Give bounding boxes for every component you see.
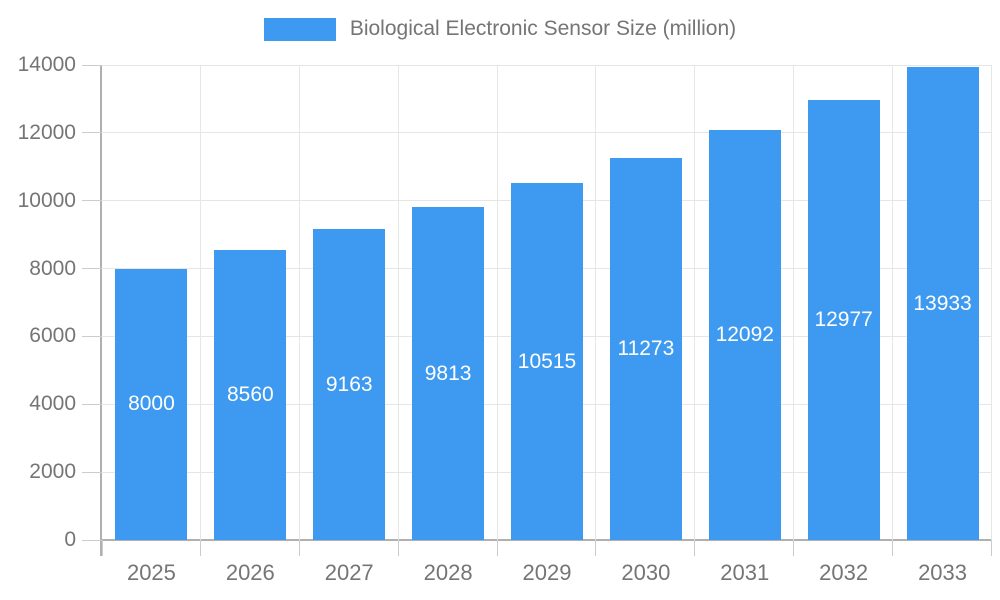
v-gridline (595, 65, 597, 540)
y-axis-tick (82, 335, 102, 337)
x-tick-label: 2032 (819, 560, 869, 585)
y-axis-tick (82, 268, 102, 270)
plot-area: 0 2000 4000 6000 8000 10000 12000 14000 8000 2025… (18, 53, 992, 585)
y-axis-tick (82, 471, 102, 473)
x-tick-label: 2031 (720, 560, 770, 585)
bar[interactable] (609, 157, 682, 540)
y-axis-tick (82, 64, 102, 66)
h-gridline (102, 132, 992, 134)
bar-value-label: 8560 (226, 382, 274, 406)
bar[interactable] (807, 99, 880, 540)
chart-legend: Biological Electronic Sensor Size (milli… (0, 16, 1000, 42)
y-axis-line (100, 65, 102, 556)
y-tick-label: 2000 (29, 460, 76, 484)
x-axis-tick (298, 540, 300, 556)
x-tick-label: 2026 (225, 560, 275, 585)
x-tick-label: 2029 (522, 560, 572, 585)
x-axis-tick (991, 540, 992, 556)
y-axis-tick (82, 403, 102, 405)
y-axis-tick (82, 200, 102, 202)
bar[interactable] (214, 249, 287, 540)
y-axis-tick (82, 132, 102, 134)
bar[interactable] (412, 207, 485, 540)
bar[interactable] (313, 229, 386, 540)
v-gridline (496, 65, 498, 540)
bar[interactable] (708, 129, 781, 540)
v-gridline (397, 65, 399, 540)
y-tick-label: 4000 (29, 392, 76, 416)
x-axis-tick (892, 540, 894, 556)
bar-value-label: 12977 (814, 307, 873, 331)
x-axis-tick (102, 540, 103, 556)
bar[interactable] (906, 67, 979, 540)
y-tick-label: 6000 (29, 324, 76, 348)
v-gridline (298, 65, 300, 540)
v-gridline (793, 65, 795, 540)
x-axis-tick (496, 540, 498, 556)
v-gridline (991, 65, 992, 540)
y-tick-label: 14000 (17, 53, 76, 76)
y-tick-label: 8000 (29, 256, 76, 280)
bar-value-label: 8000 (128, 392, 175, 416)
x-axis-tick (199, 540, 201, 556)
x-axis-tick (694, 540, 696, 556)
bar-value-label: 9813 (424, 361, 472, 385)
y-tick-label: 0 (64, 528, 76, 551)
h-gridline (102, 64, 992, 66)
y-tick-label: 10000 (17, 188, 76, 212)
x-axis-line (102, 539, 992, 541)
x-axis-tick (397, 540, 399, 556)
x-tick-label: 2033 (918, 560, 968, 585)
legend-label: Biological Electronic Sensor Size (milli… (349, 17, 737, 40)
x-axis-tick (595, 540, 597, 556)
bar-value-label: 10515 (517, 349, 577, 373)
legend-swatch (263, 17, 336, 41)
x-tick-label: 2028 (423, 560, 473, 585)
bar[interactable] (115, 268, 188, 540)
v-gridline (199, 65, 201, 540)
bar-value-label: 9163 (325, 372, 373, 396)
y-tick-label: 12000 (17, 120, 76, 144)
y-axis-tick (82, 539, 102, 541)
bar-value-label: 12092 (715, 322, 774, 346)
v-gridline (694, 65, 696, 540)
bar[interactable] (511, 183, 583, 540)
x-tick-label: 2027 (324, 560, 374, 585)
bar-value-label: 13933 (913, 291, 972, 315)
bar-value-label: 11273 (617, 336, 675, 360)
x-axis-tick (793, 540, 795, 556)
v-gridline (892, 65, 894, 540)
x-tick-label: 2030 (621, 560, 671, 585)
x-tick-label: 2025 (126, 560, 176, 585)
